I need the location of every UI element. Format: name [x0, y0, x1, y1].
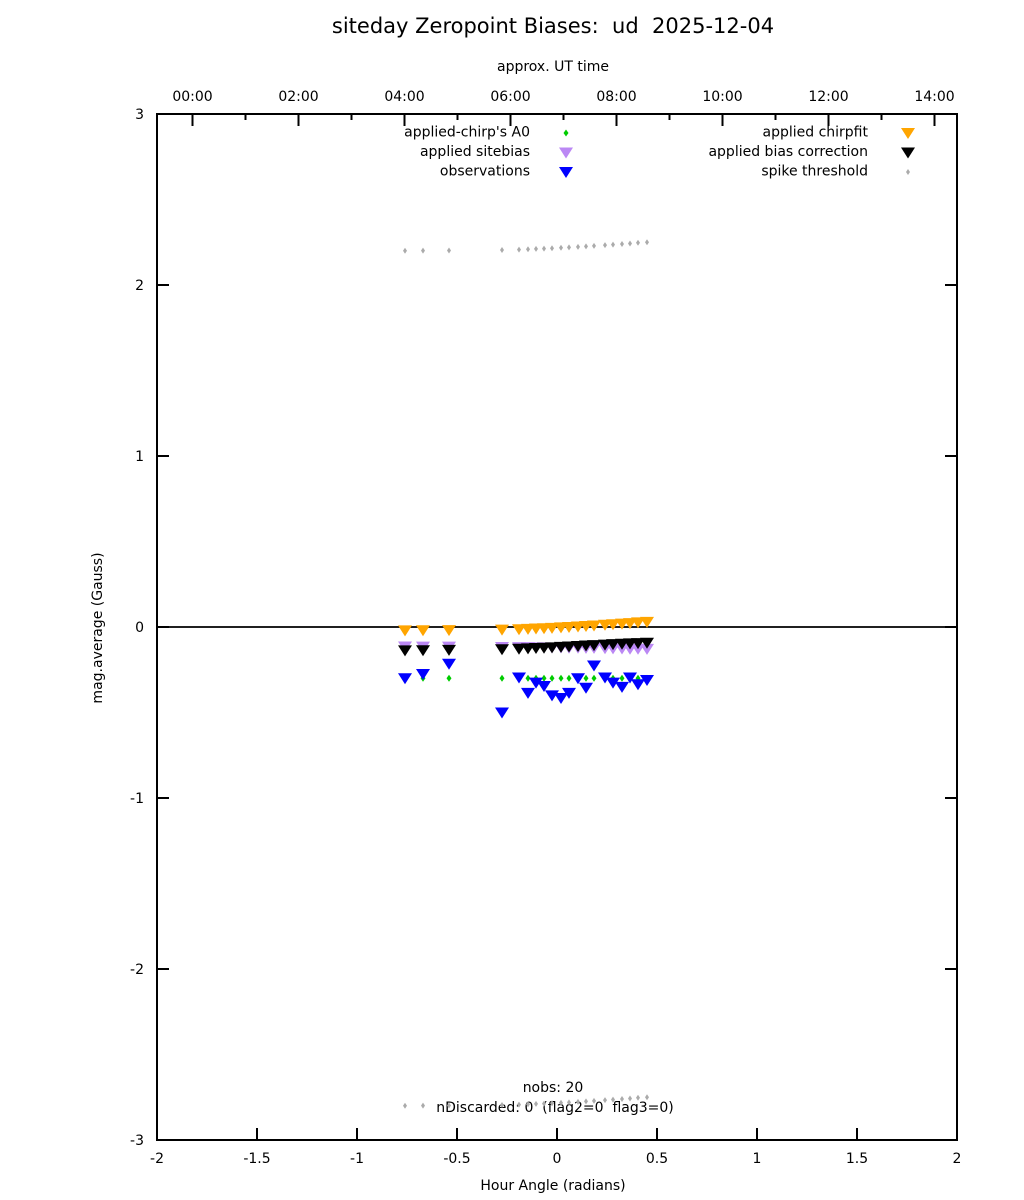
svg-text:-0.5: -0.5 [443, 1151, 470, 1167]
legend-label-applied-chirpfit: applied chirpfit [763, 125, 869, 141]
series-spike-threshold-lower [403, 1094, 649, 1109]
nobs-annotation: nobs: 20 [523, 1080, 584, 1096]
svg-text:08:00: 08:00 [596, 89, 636, 105]
svg-text:12:00: 12:00 [808, 89, 848, 105]
svg-text:2: 2 [953, 1151, 962, 1167]
svg-text:0.5: 0.5 [646, 1151, 668, 1167]
top-axis-ticks: 00:00 02:00 04:00 06:00 08:00 10:00 12:00 14:00 [172, 89, 955, 126]
legend: applied-chirp's A0 applied sitebias obse… [404, 125, 915, 180]
svg-text:02:00: 02:00 [278, 89, 318, 105]
series-applied-chirpfit [398, 616, 654, 637]
x-axis-ticks: -2 -1.5 -1 -0.5 0 0.5 1 1.5 2 [150, 1128, 961, 1167]
series-spike-threshold-upper [403, 239, 649, 254]
svg-text:2: 2 [135, 278, 144, 294]
svg-text:0: 0 [135, 620, 144, 636]
y-axis-label: mag.average (Gauss) [90, 552, 106, 703]
svg-text:14:00: 14:00 [914, 89, 954, 105]
legend-label-applied-chirps-a0: applied-chirp's A0 [404, 125, 530, 141]
legend-label-observations: observations [440, 164, 530, 180]
x-axis-label: Hour Angle (radians) [480, 1178, 625, 1194]
svg-text:10:00: 10:00 [702, 89, 742, 105]
svg-text:00:00: 00:00 [172, 89, 212, 105]
svg-text:-3: -3 [130, 1133, 144, 1149]
series-applied-bias-correction [398, 637, 654, 657]
svg-text:-1: -1 [130, 791, 144, 807]
legend-label-applied-sitebias: applied sitebias [420, 144, 530, 160]
svg-text:-1: -1 [350, 1151, 364, 1167]
svg-text:1: 1 [753, 1151, 762, 1167]
svg-text:-2: -2 [150, 1151, 164, 1167]
svg-text:-2: -2 [130, 962, 144, 978]
series-observations [398, 658, 654, 719]
y-axis-ticks: 3 2 1 0 -1 -2 -3 [130, 107, 957, 1149]
top-axis-label: approx. UT time [497, 59, 609, 75]
svg-text:04:00: 04:00 [384, 89, 424, 105]
svg-text:3: 3 [135, 107, 144, 123]
svg-text:1.5: 1.5 [846, 1151, 868, 1167]
legend-markers [559, 128, 915, 178]
ndiscarded-annotation: nDiscarded: 0 (flag2=0 flag3=0) [436, 1100, 673, 1116]
svg-text:1: 1 [135, 449, 144, 465]
chart-title: siteday Zeropoint Biases: ud 2025-12-04 [332, 14, 774, 38]
svg-text:0: 0 [553, 1151, 562, 1167]
svg-text:-1.5: -1.5 [243, 1151, 270, 1167]
svg-text:06:00: 06:00 [490, 89, 530, 105]
legend-label-spike-threshold: spike threshold [761, 164, 868, 180]
legend-label-applied-bias-correction: applied bias correction [708, 144, 868, 160]
plot-area: 3 2 1 0 -1 -2 -3 -2 -1.5 -1 -0.5 0 0.5 1 1.5 2 00:00 02:0… [130, 89, 961, 1167]
